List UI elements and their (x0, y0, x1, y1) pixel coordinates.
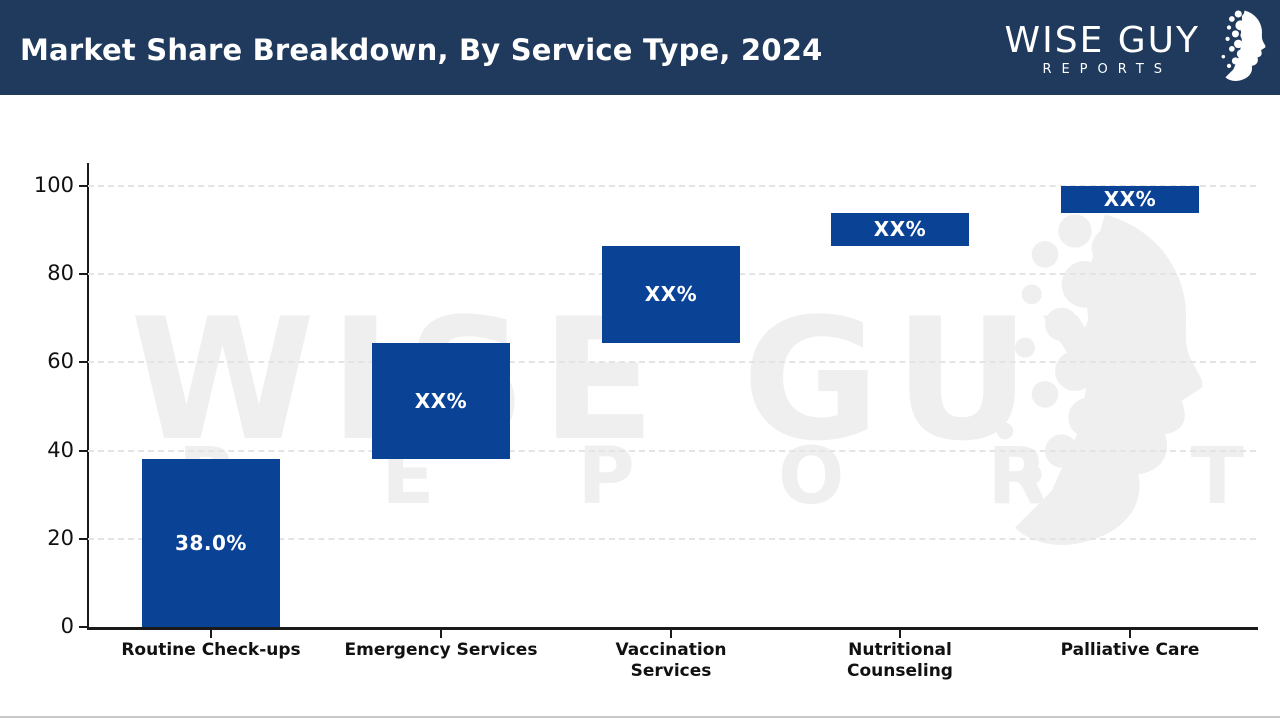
wise-guy-logo: WISE GUY REPORTS (1005, 6, 1267, 90)
gridline-100 (88, 185, 1256, 187)
y-tick-label: 0 (60, 614, 74, 638)
y-tick-mark (79, 626, 87, 628)
y-tick-mark (79, 537, 87, 540)
x-tick-mark (210, 629, 212, 638)
y-tick-mark (79, 273, 87, 276)
logo-line2: REPORTS (1042, 61, 1173, 77)
bar-value-label: 38.0% (175, 531, 247, 556)
x-category-label: Routine Check-ups (121, 640, 301, 660)
x-category-label: Nutritional Counseling (847, 640, 953, 681)
watermark-head-dots-icon (905, 195, 1205, 571)
y-tick-mark (79, 185, 87, 187)
chart-title: Market Share Breakdown, By Service Type,… (20, 33, 823, 67)
plot-axes (87, 163, 1258, 630)
x-tick-mark (1129, 629, 1131, 638)
gridline-20 (88, 537, 1256, 540)
bar-segment: XX% (372, 342, 510, 460)
logo-wordmark: WISE GUY REPORTS (1005, 20, 1201, 77)
bar-segment: XX% (831, 212, 969, 246)
bar-value-label: XX% (644, 282, 698, 307)
bar-value-label: XX% (414, 389, 468, 414)
bar-value-label: XX% (1103, 187, 1157, 212)
x-category-label: Emergency Services (344, 640, 538, 660)
logo-head-dots-icon (1202, 6, 1266, 90)
y-tick-label: 20 (47, 525, 74, 550)
x-tick-mark (899, 629, 901, 638)
y-tick-label: 100 (33, 173, 74, 197)
y-tick-mark (79, 449, 87, 452)
y-tick-label: 40 (47, 437, 74, 462)
x-category-label: Palliative Care (1060, 640, 1200, 660)
y-tick-label: 80 (47, 261, 74, 286)
x-tick-mark (670, 629, 672, 638)
bar-segment: XX% (602, 245, 740, 343)
bottom-divider (0, 716, 1280, 718)
bar-segment: XX% (1061, 186, 1199, 213)
bar-value-label: XX% (873, 217, 927, 242)
x-tick-mark (440, 629, 442, 638)
logo-line1: WISE GUY (1004, 19, 1200, 61)
bar-segment: 38.0% (142, 459, 280, 627)
gridline-60 (88, 361, 1256, 364)
y-tick-mark (79, 361, 87, 364)
y-tick-label: 60 (47, 349, 74, 374)
gridline-40 (88, 449, 1256, 452)
x-category-label: Vaccination Services (615, 640, 727, 681)
header-bar: Market Share Breakdown, By Service Type,… (0, 0, 1280, 95)
